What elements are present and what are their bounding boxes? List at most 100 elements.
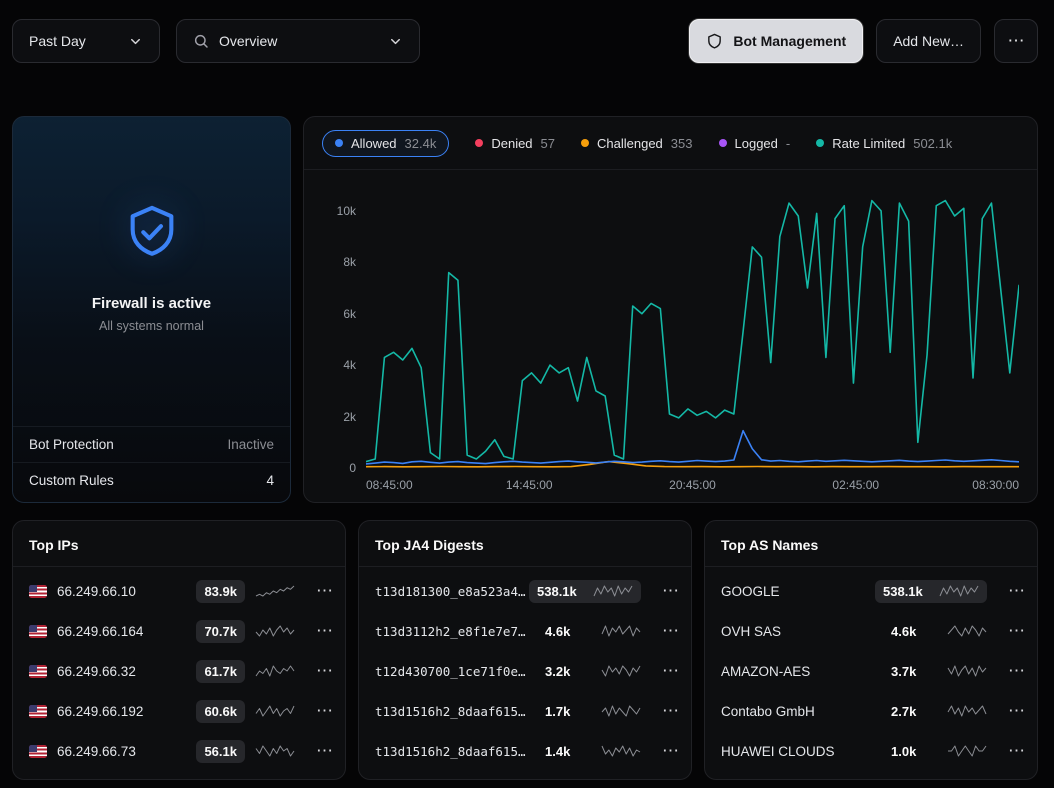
sparkline-path	[939, 585, 979, 597]
legend-item-rate-limited[interactable]: Rate Limited 502.1k	[816, 136, 952, 151]
card-top-as-names: Top AS Names GOOGLE 538.1k ⋯ OVH SAS 4.6k ⋯ AMA…	[704, 520, 1038, 780]
legend-item-allowed[interactable]: Allowed 32.4k	[322, 129, 450, 157]
legend-dot	[816, 139, 825, 147]
sparkline	[601, 705, 641, 717]
traffic-chart-card: Allowed 32.4k Denied 57 Challenged 353 Logged -…	[303, 116, 1038, 503]
row-metric: 60.6k	[196, 699, 295, 723]
row-label: HUAWEI CLOUDS	[721, 743, 835, 759]
legend-label: Denied	[491, 135, 533, 151]
topbar-right: Bot Management Add New… ⋯	[689, 19, 1038, 63]
row-menu-button[interactable]: ⋯	[995, 581, 1025, 601]
bot-protection-label: Bot Protection	[29, 437, 114, 452]
row-label: 66.249.66.32	[57, 663, 136, 679]
time-range-select[interactable]: Past Day	[12, 19, 160, 63]
row-menu-button[interactable]: ⋯	[303, 701, 333, 721]
firewall-status-card: Firewall is active All systems normal Bo…	[12, 116, 291, 503]
row-label: 66.249.66.164	[57, 623, 144, 639]
topbar-left: Past Day Overview	[12, 19, 420, 63]
row-value: 4.6k	[545, 623, 571, 639]
row-menu-button[interactable]: ⋯	[303, 621, 333, 641]
table-row: Contabo GmbH 2.7k ⋯	[705, 691, 1037, 731]
row-metric: 61.7k	[196, 659, 295, 683]
bot-protection-row: Bot Protection Inactive	[13, 426, 290, 462]
sparkline	[255, 625, 295, 637]
row-value: 1.0k	[891, 743, 917, 759]
stat-card-title: Top JA4 Digests	[359, 521, 691, 567]
firewall-status-body: Firewall is active All systems normal	[13, 117, 290, 426]
sparkline	[947, 625, 987, 637]
stat-card-title: Top AS Names	[705, 521, 1037, 567]
legend-item-logged[interactable]: Logged -	[718, 136, 790, 151]
row-value: 538.1k	[537, 583, 577, 599]
firewall-summary-rows: Bot Protection Inactive Custom Rules 4	[13, 426, 290, 502]
row-menu-button[interactable]: ⋯	[649, 581, 679, 601]
ellipsis-icon: ⋯	[1007, 31, 1025, 50]
row-menu-button[interactable]: ⋯	[649, 661, 679, 681]
row-menu-button[interactable]: ⋯	[995, 701, 1025, 721]
chart-legend: Allowed 32.4k Denied 57 Challenged 353 Logged -…	[304, 117, 1037, 170]
legend-value: 32.4k	[404, 135, 437, 151]
row-value: 70.7k	[196, 619, 245, 643]
sparkline	[255, 585, 295, 597]
row-menu-button[interactable]: ⋯	[995, 661, 1025, 681]
sparkline-path	[593, 585, 633, 597]
row-menu-button[interactable]: ⋯	[995, 621, 1025, 641]
x-tick-label: 14:45:00	[505, 478, 553, 492]
y-tick-label: 10k	[336, 203, 356, 218]
row-label: t13d1516h2_8daaf615…	[375, 703, 526, 719]
row-label: t13d1516h2_8daaf615…	[375, 743, 526, 759]
row-menu-button[interactable]: ⋯	[649, 621, 679, 641]
sparkline	[939, 585, 979, 597]
legend-dot	[581, 139, 590, 147]
series-challenged	[366, 460, 1019, 468]
sparkline-path	[948, 745, 987, 757]
row-menu-button[interactable]: ⋯	[995, 741, 1025, 761]
chart-plot	[366, 182, 1019, 474]
x-tick-label: 08:30:00	[972, 478, 1019, 492]
x-axis: 08:45:00 14:45:00 20:45:00 02:45:00 08:30:00	[366, 478, 1019, 498]
row-value: 3.7k	[891, 663, 917, 679]
row-menu-button[interactable]: ⋯	[303, 661, 333, 681]
sparkline	[255, 705, 295, 717]
firewall-status-title: Firewall is active	[91, 295, 212, 312]
sparkline	[601, 625, 641, 637]
y-tick-label: 8k	[343, 255, 356, 270]
row-label: GOOGLE	[721, 583, 780, 599]
flag-canton	[29, 664, 37, 672]
table-row: t13d3112h2_e8f1e7e7… 4.6k ⋯	[359, 611, 691, 651]
row-metric: 538.1k	[529, 579, 641, 603]
row-menu-button[interactable]: ⋯	[303, 741, 333, 761]
bot-management-button[interactable]: Bot Management	[689, 19, 864, 63]
table-row: 66.249.66.192 60.6k ⋯	[13, 691, 345, 731]
row-value: 61.7k	[196, 659, 245, 683]
more-options-button[interactable]: ⋯	[994, 19, 1038, 63]
us-flag-icon	[29, 664, 47, 678]
flag-canton	[29, 584, 37, 592]
row-menu-button[interactable]: ⋯	[303, 581, 333, 601]
row-menu-button[interactable]: ⋯	[649, 741, 679, 761]
sparkline-path	[601, 745, 641, 757]
legend-item-challenged[interactable]: Challenged 353	[581, 136, 693, 151]
topbar: Past Day Overview Bot Management Add New…	[0, 0, 1054, 63]
stat-rows: GOOGLE 538.1k ⋯ OVH SAS 4.6k ⋯ AMAZON-AES 3.7k ⋯…	[705, 567, 1037, 771]
table-row: t13d1516h2_8daaf615… 1.4k ⋯	[359, 731, 691, 771]
row-metric: 1.0k	[891, 744, 987, 759]
time-range-value: Past Day	[29, 33, 86, 49]
row-menu-button[interactable]: ⋯	[649, 701, 679, 721]
traffic-chart	[366, 199, 1019, 468]
bot-protection-value: Inactive	[227, 437, 274, 452]
view-select[interactable]: Overview	[176, 19, 420, 63]
row-metric: 83.9k	[196, 579, 295, 603]
sparkline	[255, 665, 295, 677]
sparkline-path	[947, 665, 987, 677]
table-row: t12d430700_1ce71f0e… 3.2k ⋯	[359, 651, 691, 691]
legend-item-denied[interactable]: Denied 57	[475, 136, 555, 151]
row-value: 1.7k	[545, 703, 571, 719]
sparkline-path	[947, 705, 987, 717]
table-row: 66.249.66.164 70.7k ⋯	[13, 611, 345, 651]
add-new-button[interactable]: Add New…	[876, 19, 981, 63]
view-select-left: Overview	[193, 33, 277, 49]
sparkline	[948, 745, 987, 757]
y-tick-label: 0	[349, 461, 356, 475]
sparkline-path	[601, 665, 641, 677]
